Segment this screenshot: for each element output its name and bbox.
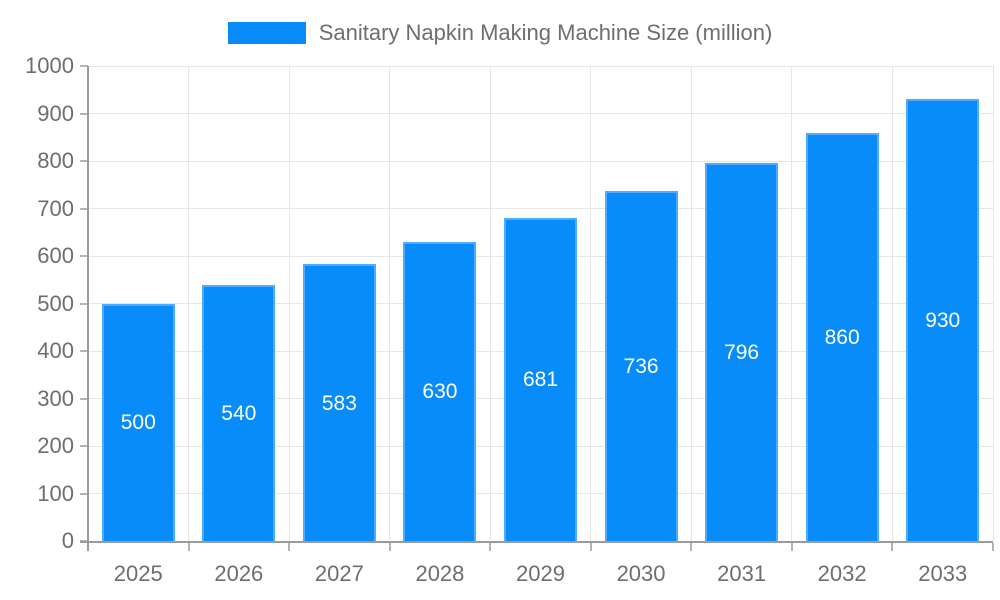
x-axis-label: 2025 [113,561,163,586]
gridline-vertical [590,66,592,541]
x-axis-label: 2031 [717,561,767,586]
gridline-horizontal [88,65,993,67]
y-axis-tick [80,207,88,210]
x-axis-label: 2028 [415,561,465,586]
gridline-horizontal [88,208,993,209]
x-axis-label: 2027 [314,561,364,586]
bar-value-label: 540 [221,401,257,425]
bar-2029: 681 [504,217,577,541]
gridline-vertical [791,66,793,541]
x-axis-line [80,541,993,543]
bar-value-label: 796 [724,340,760,364]
x-axis-tick [388,543,391,551]
y-axis-tick [80,65,88,67]
bar-2030: 736 [604,191,678,541]
y-axis-tick [80,160,88,162]
y-axis-tick [80,255,88,257]
bar-2027: 583 [302,264,376,541]
x-axis-label: 2029 [516,561,565,586]
x-axis-label: 2030 [616,561,666,586]
x-axis-label: 2032 [817,561,867,586]
y-axis-label: 700 [37,195,74,221]
bar-value-label: 500 [120,411,156,435]
y-axis-label: 1000 [25,53,74,78]
bar-2033: 930 [906,99,980,541]
y-axis-tick [80,302,88,305]
x-axis-tick [992,543,994,551]
bar-value-label: 736 [623,355,659,379]
y-axis-label: 600 [37,243,74,268]
bar-2025: 500 [101,303,175,541]
y-axis-label: 0 [61,528,74,553]
gridline-horizontal [88,113,993,114]
x-axis-label: 2026 [214,561,264,586]
gridline-vertical [690,66,692,541]
x-axis-tick [891,543,894,551]
bar-value-label: 860 [824,325,860,349]
gridline-vertical [891,66,893,541]
gridline-vertical [288,66,290,541]
legend-swatch-icon [227,22,306,44]
x-axis-tick [690,543,693,551]
gridline-vertical [389,66,391,541]
x-axis-tick [790,543,793,551]
y-axis-label: 200 [37,433,74,458]
x-axis-tick [187,543,190,551]
bar-2031: 796 [705,162,779,541]
y-axis-tick [80,492,88,495]
y-axis-tick [80,445,88,447]
y-axis-tick [80,397,88,400]
y-axis-label: 300 [37,385,74,411]
y-axis-label: 400 [37,338,74,363]
gridline-vertical [489,66,491,541]
legend[interactable]: Sanitary Napkin Making Machine Size (mil… [0,14,1000,52]
bar-2026: 540 [202,284,276,541]
y-axis-label: 800 [37,148,74,173]
bar-2032: 860 [805,132,879,541]
x-axis-tick [288,543,291,551]
y-axis-label: 900 [37,100,74,126]
y-axis-tick [80,350,88,352]
bar-value-label: 681 [522,368,559,392]
y-axis-label: 500 [37,290,74,316]
bar-value-label: 930 [925,309,961,333]
y-axis-tick [80,112,88,115]
bar-value-label: 583 [321,391,357,415]
x-axis-label: 2033 [918,561,968,586]
x-axis-tick [589,543,592,551]
legend-label: Sanitary Napkin Making Machine Size (mil… [318,20,773,45]
gridline-vertical [188,66,190,541]
bar-2028: 630 [403,241,477,541]
x-axis-tick [489,543,492,551]
y-axis-line [87,66,89,551]
y-axis-label: 100 [37,480,74,506]
bar-value-label: 630 [422,380,458,404]
gridline-vertical [992,66,994,541]
gridline-horizontal [88,160,993,162]
